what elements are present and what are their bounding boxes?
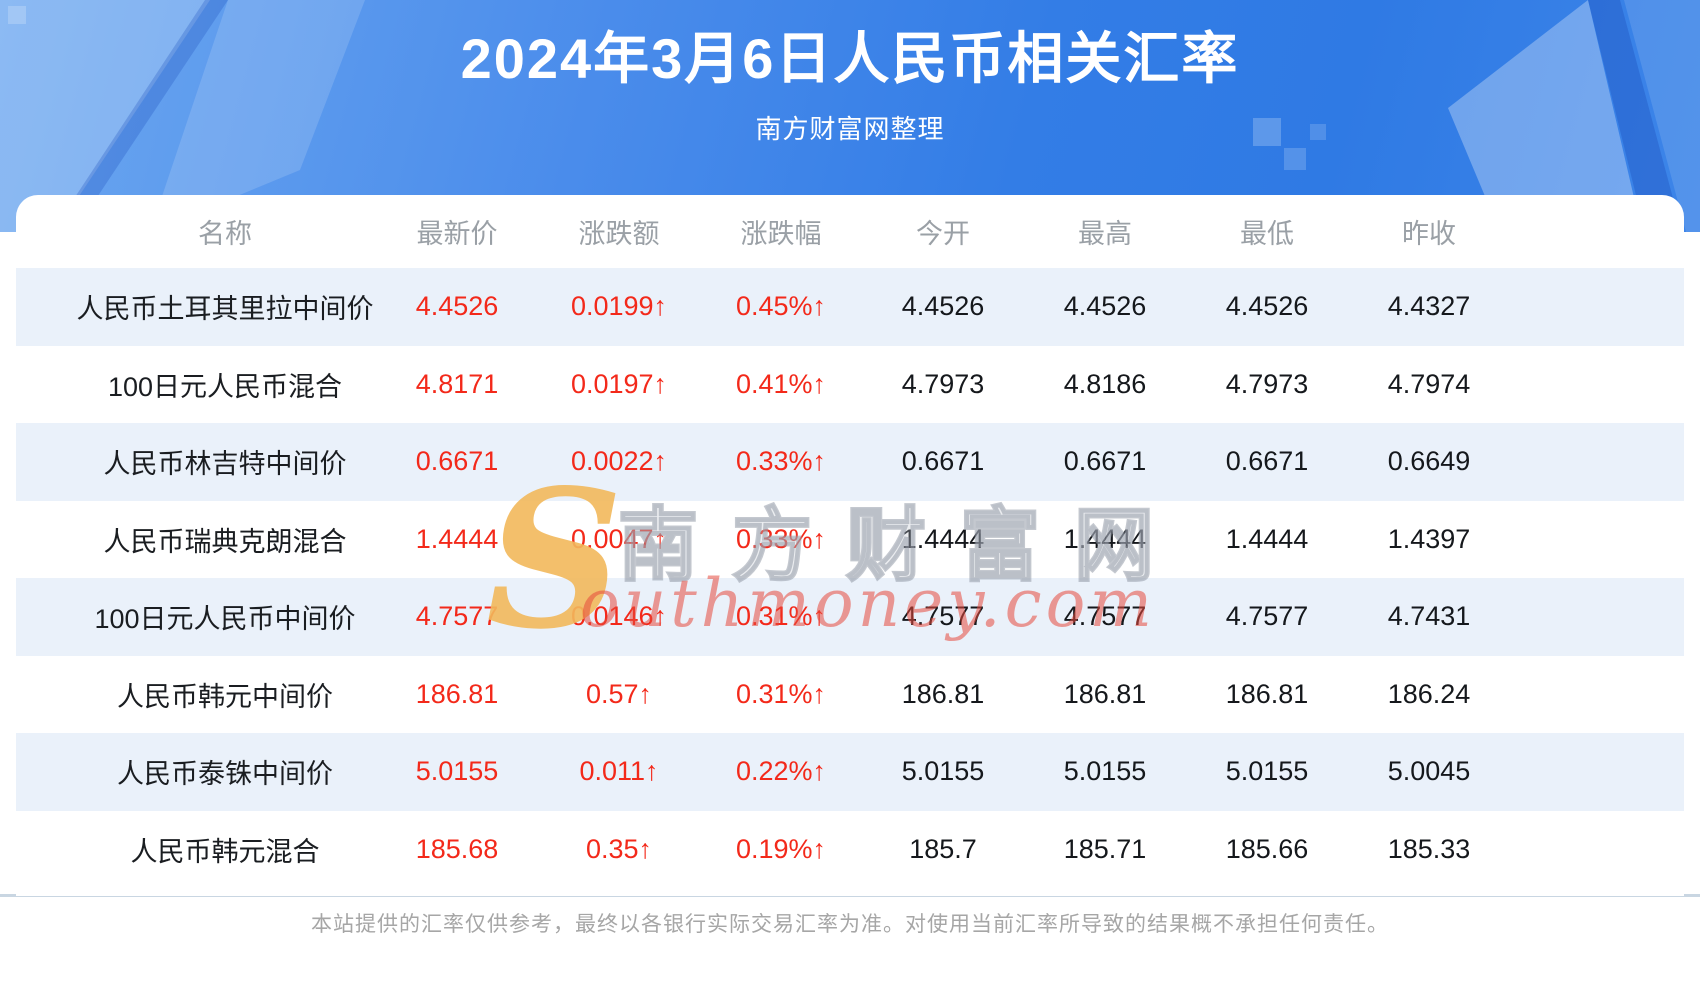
latest-cell: 4.8171 — [415, 368, 499, 399]
name-cell: 100日元人民币中间价 — [94, 604, 356, 635]
open-cell: 0.6671 — [901, 446, 985, 477]
name-cell: 人民币韩元中间价 — [117, 681, 333, 712]
high-cell: 4.8186 — [1063, 368, 1147, 399]
change-cell: 0.0199↑ — [570, 291, 668, 322]
banner: 2024年3月6日人民币相关汇率 南方财富网整理 — [0, 0, 1700, 232]
low-cell: 0.6671 — [1225, 446, 1309, 477]
col-header-prev-close: 昨收 — [1402, 219, 1456, 249]
change-cell: 0.0197↑ — [570, 368, 668, 399]
table-row: 人民币泰铢中间价 5.0155 0.011↑ 0.22%↑ 5.0155 5.0… — [16, 733, 1684, 811]
change-pct-cell: 0.22%↑ — [735, 756, 827, 787]
banner-decoration — [0, 0, 1700, 232]
change-cell: 0.0047↑ — [570, 523, 668, 554]
latest-cell: 5.0155 — [415, 756, 499, 787]
prev-close-cell: 185.33 — [1387, 833, 1471, 864]
low-cell: 1.4444 — [1225, 523, 1309, 554]
table-row: 100日元人民币中间价 4.7577 0.0146↑ 0.31%↑ 4.7577… — [16, 578, 1684, 656]
change-cell: 0.35↑ — [585, 833, 653, 864]
prev-close-cell: 0.6649 — [1387, 446, 1471, 477]
low-cell: 5.0155 — [1225, 756, 1309, 787]
high-cell: 4.7577 — [1063, 601, 1147, 632]
latest-cell: 185.68 — [415, 833, 499, 864]
rates-table-card: 名称 最新价 涨跌额 涨跌幅 今开 最高 最低 昨收 人民币土耳其里拉中间价 4… — [16, 195, 1684, 896]
name-cell: 人民币土耳其里拉中间价 — [76, 294, 374, 325]
high-cell: 186.81 — [1063, 678, 1147, 709]
change-cell: 0.0022↑ — [570, 446, 668, 477]
low-cell: 185.66 — [1225, 833, 1309, 864]
low-cell: 4.7577 — [1225, 601, 1309, 632]
open-cell: 186.81 — [901, 678, 985, 709]
change-pct-cell: 0.19%↑ — [735, 833, 827, 864]
col-header-change: 涨跌额 — [578, 219, 660, 249]
high-cell: 4.4526 — [1063, 291, 1147, 322]
high-cell: 185.71 — [1063, 833, 1147, 864]
change-pct-cell: 0.41%↑ — [735, 368, 827, 399]
col-header-high: 最高 — [1078, 219, 1132, 249]
prev-close-cell: 4.7431 — [1387, 601, 1471, 632]
low-cell: 4.4526 — [1225, 291, 1309, 322]
latest-cell: 1.4444 — [415, 523, 499, 554]
table-row: 人民币瑞典克朗混合 1.4444 0.0047↑ 0.33%↑ 1.4444 1… — [16, 501, 1684, 579]
col-header-low: 最低 — [1240, 219, 1294, 249]
table-row: 人民币土耳其里拉中间价 4.4526 0.0199↑ 0.45%↑ 4.4526… — [16, 268, 1684, 346]
page-title: 2024年3月6日人民币相关汇率 — [460, 27, 1240, 90]
change-pct-cell: 0.31%↑ — [735, 601, 827, 632]
change-pct-cell: 0.33%↑ — [735, 523, 827, 554]
high-cell: 1.4444 — [1063, 523, 1147, 554]
prev-close-cell: 4.4327 — [1387, 291, 1471, 322]
prev-close-cell: 4.7974 — [1387, 368, 1471, 399]
high-cell: 0.6671 — [1063, 446, 1147, 477]
page-subtitle: 南方财富网整理 — [755, 114, 945, 144]
open-cell: 1.4444 — [901, 523, 985, 554]
table-row: 100日元人民币混合 4.8171 0.0197↑ 0.41%↑ 4.7973 … — [16, 346, 1684, 424]
table-row: 人民币韩元中间价 186.81 0.57↑ 0.31%↑ 186.81 186.… — [16, 656, 1684, 734]
change-pct-cell: 0.45%↑ — [735, 291, 827, 322]
name-cell: 人民币韩元混合 — [130, 836, 320, 867]
prev-close-cell: 186.24 — [1387, 678, 1471, 709]
change-pct-cell: 0.31%↑ — [735, 678, 827, 709]
col-header-name: 名称 — [198, 219, 252, 249]
open-cell: 4.7973 — [901, 368, 985, 399]
latest-cell: 0.6671 — [415, 446, 499, 477]
col-header-latest: 最新价 — [416, 219, 498, 249]
name-cell: 人民币林吉特中间价 — [103, 449, 347, 480]
low-cell: 186.81 — [1225, 678, 1309, 709]
col-header-change-pct: 涨跌幅 — [740, 219, 822, 249]
prev-close-cell: 1.4397 — [1387, 523, 1471, 554]
col-header-open: 今开 — [916, 219, 970, 249]
change-cell: 0.0146↑ — [570, 601, 668, 632]
change-pct-cell: 0.33%↑ — [735, 446, 827, 477]
latest-cell: 4.4526 — [415, 291, 499, 322]
prev-close-cell: 5.0045 — [1387, 756, 1471, 787]
table-header-row: 名称 最新价 涨跌额 涨跌幅 今开 最高 最低 昨收 — [16, 195, 1684, 268]
open-cell: 5.0155 — [901, 756, 985, 787]
latest-cell: 4.7577 — [415, 601, 499, 632]
table-row: 人民币韩元混合 185.68 0.35↑ 0.19%↑ 185.7 185.71… — [16, 811, 1684, 889]
open-cell: 4.7577 — [901, 601, 985, 632]
disclaimer-text: 本站提供的汇率仅供参考，最终以各银行实际交易汇率为准。对使用当前汇率所导致的结果… — [311, 913, 1389, 936]
open-cell: 4.4526 — [901, 291, 985, 322]
open-cell: 185.7 — [909, 833, 977, 864]
high-cell: 5.0155 — [1063, 756, 1147, 787]
name-cell: 100日元人民币混合 — [107, 371, 343, 402]
change-cell: 0.011↑ — [579, 756, 659, 787]
name-cell: 人民币瑞典克朗混合 — [103, 526, 347, 557]
change-cell: 0.57↑ — [585, 678, 653, 709]
low-cell: 4.7973 — [1225, 368, 1309, 399]
latest-cell: 186.81 — [415, 678, 499, 709]
table-row: 人民币林吉特中间价 0.6671 0.0022↑ 0.33%↑ 0.6671 0… — [16, 423, 1684, 501]
name-cell: 人民币泰铢中间价 — [117, 759, 333, 790]
